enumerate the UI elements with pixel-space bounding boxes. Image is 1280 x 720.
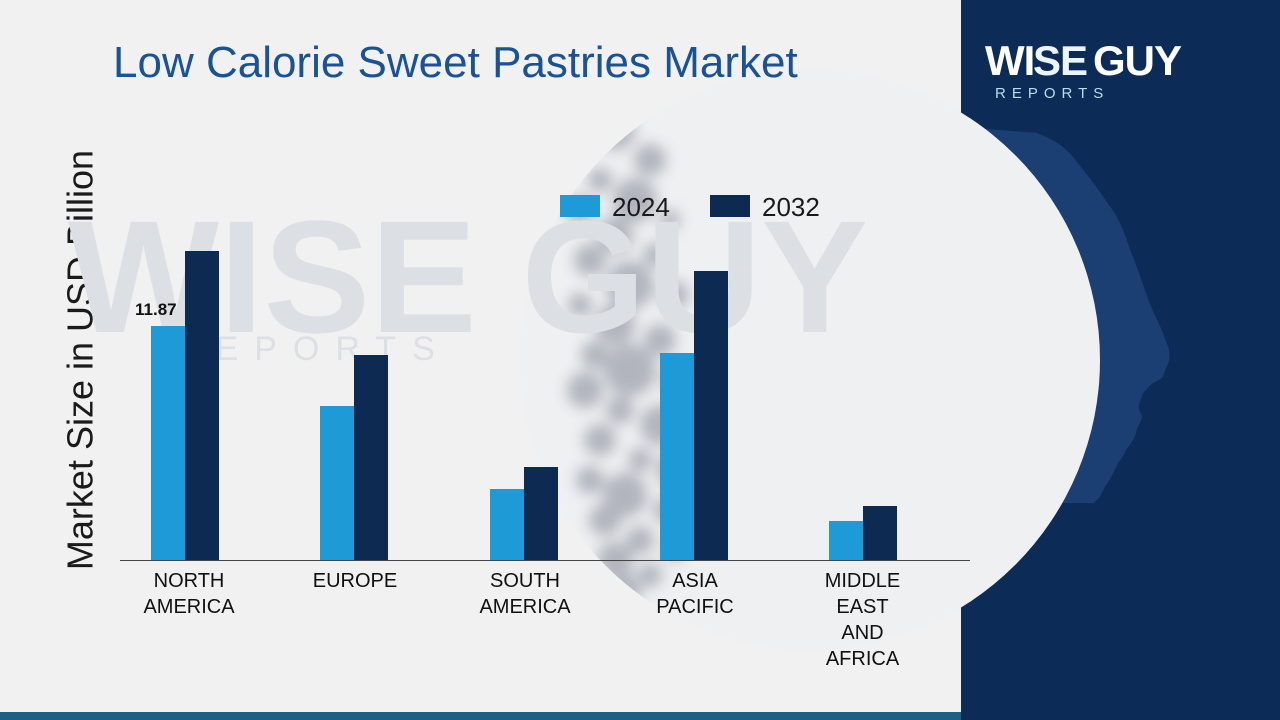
svg-text:GUY: GUY bbox=[1093, 37, 1182, 84]
svg-text:WI: WI bbox=[985, 37, 1034, 84]
svg-text:SE: SE bbox=[1033, 37, 1087, 84]
svg-text:REPORTS: REPORTS bbox=[995, 85, 1109, 102]
